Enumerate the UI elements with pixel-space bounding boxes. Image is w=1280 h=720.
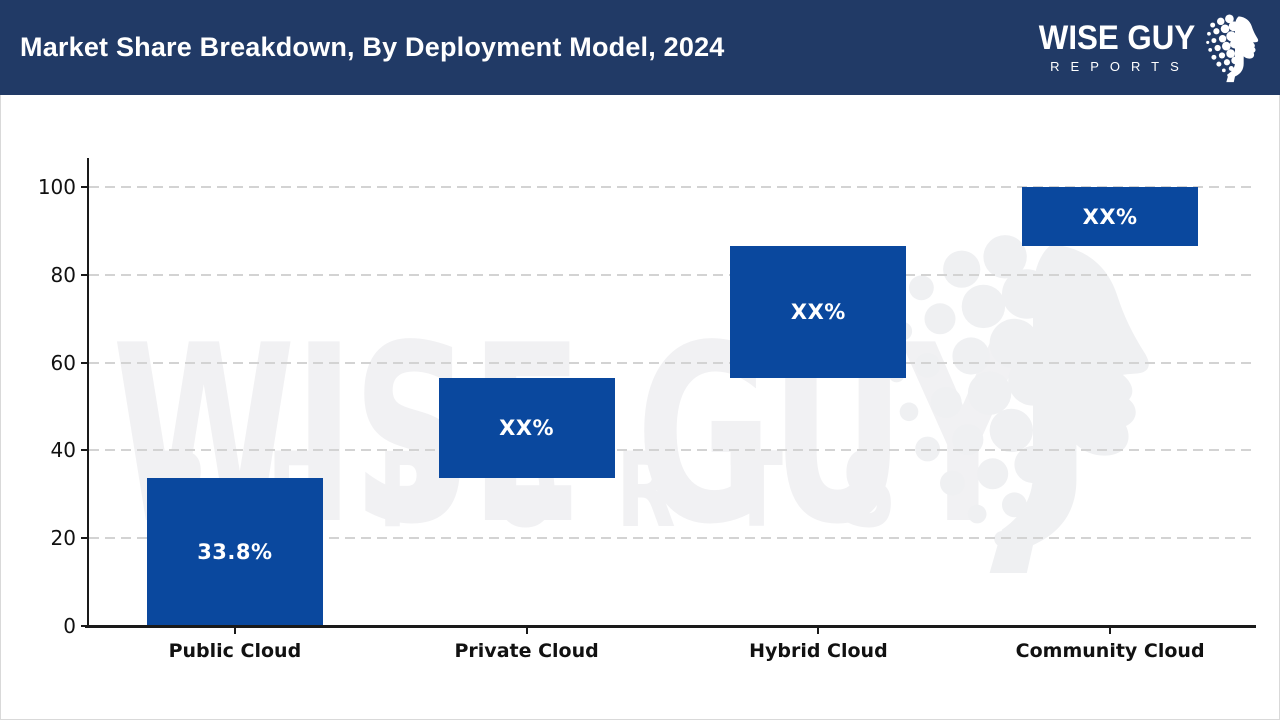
grid-line	[89, 273, 1256, 276]
y-tick-label: 60	[50, 350, 76, 375]
y-tick	[81, 449, 88, 452]
grid-line	[89, 186, 1256, 189]
bar-value-label: 33.8%	[197, 539, 273, 564]
head-profile-icon	[1206, 14, 1259, 82]
x-tick	[233, 627, 236, 634]
x-tick	[817, 627, 820, 634]
bar: XX%	[438, 378, 615, 478]
logo-text: WISE GUY REPORTS	[1032, 21, 1202, 74]
y-tick	[81, 273, 88, 276]
bar: 33.8%	[146, 477, 323, 626]
bar-value-label: XX%	[1082, 204, 1138, 229]
header-bar: Market Share Breakdown, By Deployment Mo…	[0, 0, 1280, 95]
x-axis-line	[85, 625, 1256, 628]
y-tick-label: 100	[37, 175, 76, 200]
y-tick-label: 80	[50, 262, 76, 287]
bar: XX%	[730, 246, 907, 378]
y-tick	[81, 625, 88, 627]
y-tick	[81, 186, 88, 189]
x-tick	[1109, 627, 1112, 634]
grid-line	[89, 449, 1256, 452]
y-tick-label: 20	[50, 526, 76, 551]
logo-wise-guy: WISE GUY	[1038, 19, 1196, 57]
x-tick-label: Private Cloud	[454, 640, 599, 662]
watermark-head-icon	[888, 235, 1149, 573]
x-tick-label: Hybrid Cloud	[749, 640, 888, 662]
page-title: Market Share Breakdown, By Deployment Mo…	[20, 32, 725, 62]
y-tick-label: 0	[63, 614, 76, 638]
y-tick	[81, 537, 88, 540]
bar-value-label: XX%	[790, 300, 846, 325]
grid-line	[89, 537, 1256, 540]
x-tick	[525, 627, 528, 634]
y-tick	[81, 361, 88, 364]
logo-reports: REPORTS	[1050, 59, 1190, 74]
x-tick-label: Community Cloud	[1015, 640, 1205, 662]
bar: XX%	[1022, 187, 1199, 247]
y-axis-line	[87, 158, 89, 627]
grid-line	[89, 361, 1256, 364]
x-tick-label: Public Cloud	[168, 640, 302, 662]
wise-guy-logo: WISE GUY REPORTS	[1032, 6, 1266, 90]
y-tick-label: 40	[50, 438, 76, 463]
bar-value-label: XX%	[499, 415, 555, 440]
